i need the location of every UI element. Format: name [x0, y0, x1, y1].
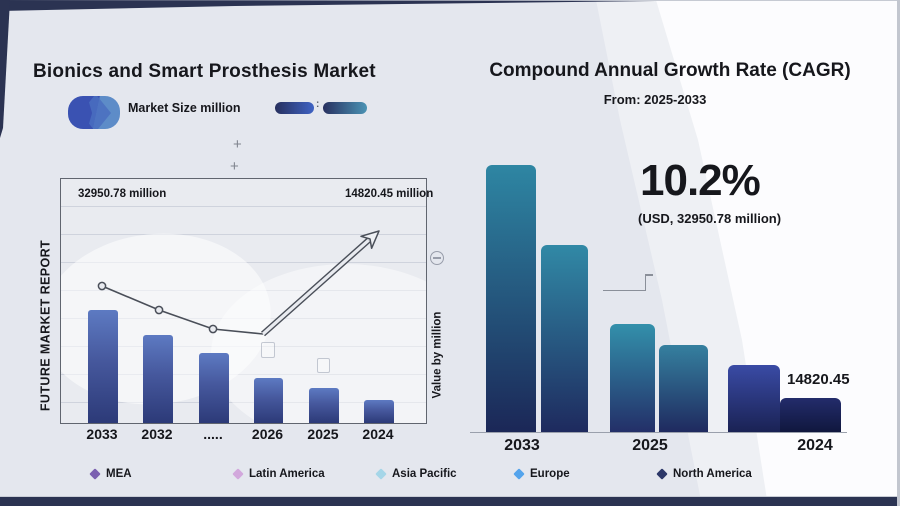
cagr-bar-a-2025 — [610, 324, 655, 432]
ratio-pill-left — [275, 102, 314, 114]
x-axis-label: 2025 — [632, 437, 668, 454]
cylinder-facet — [89, 96, 111, 129]
bar-2024 — [364, 400, 394, 423]
cagr-bar-b-2024 — [780, 398, 841, 432]
legend-item-latin-america: Latin America — [232, 466, 325, 482]
bar-2025 — [309, 388, 339, 423]
x-axis-label: 2025 — [307, 426, 339, 442]
legend-diamond-icon — [513, 468, 525, 480]
cagr-bar-a-2024 — [728, 365, 780, 432]
cagr-bar-b-2033 — [541, 245, 588, 432]
legend-diamond-icon — [89, 468, 101, 480]
ratio-separator: : — [316, 99, 320, 110]
legend-diamond-icon — [656, 468, 668, 480]
cagr-usd-note: (USD, 32950.78 million) — [638, 211, 782, 226]
bar-2032 — [143, 335, 173, 423]
legend-label: Latin America — [249, 468, 325, 480]
market-size-bar-chart — [60, 178, 427, 424]
legend-label: Europe — [530, 468, 570, 480]
cagr-period: From: 2025-2033 — [603, 92, 707, 107]
legend-label: North America — [673, 468, 752, 480]
legend-item-europe: Europe — [513, 466, 570, 482]
x-axis-label: 2033 — [504, 437, 540, 454]
ratio-pill-right — [323, 102, 367, 114]
minus-circle-icon — [430, 251, 444, 265]
trend-line-and-arrow — [97, 230, 380, 337]
cagr-bar-a-2033 — [486, 165, 536, 432]
bar-2026 — [254, 378, 283, 423]
plus-decoration-icon: + — [233, 136, 242, 153]
x-axis-label: 2026 — [251, 426, 284, 442]
x-axis-label: 2033 — [86, 426, 118, 442]
bar-..... — [199, 353, 229, 423]
chart-end-value-label: 14820.45 million — [345, 188, 434, 200]
cagr-percentage: 10.2% — [640, 156, 761, 205]
cylinder-icon — [68, 96, 120, 129]
top-hairline — [0, 0, 900, 1]
cagr-bar-b-2025 — [659, 345, 708, 432]
legend-diamond-icon — [232, 468, 244, 480]
x-axis-line — [470, 432, 847, 433]
legend-diamond-icon — [375, 468, 387, 480]
x-axis-label: 2024 — [797, 437, 833, 454]
cagr-title: Compound Annual Growth Rate (CAGR) — [489, 60, 851, 81]
legend-item-asia-pacific: Asia Pacific — [375, 466, 457, 482]
bar-value-label: 14820.45 — [787, 371, 850, 388]
right-border-line — [897, 0, 900, 506]
x-axis-label: ..... — [203, 426, 223, 442]
x-axis-label: 2032 — [141, 426, 173, 442]
legend-label: MEA — [106, 468, 132, 480]
plus-decoration-icon: + — [230, 158, 239, 175]
x-axis-label: 2024 — [362, 426, 394, 442]
ghost-clipboard-icon — [261, 342, 275, 358]
legend-item-north-america: North America — [656, 466, 752, 482]
watermark-vertical-text: FUTURE MARKET REPORT — [38, 239, 53, 412]
page-title: Bionics and Smart Prosthesis Market — [33, 61, 376, 82]
bottom-border-band — [0, 497, 900, 506]
y-axis-label: Value by million — [431, 311, 444, 399]
cagr-bar-chart: 14820.45 2033 2025 2024 — [455, 150, 895, 454]
step-flourish-line — [603, 274, 653, 291]
bar-2033 — [88, 310, 118, 423]
legend-item-mea: MEA — [89, 466, 132, 482]
bottom-hairline — [0, 496, 900, 497]
ghost-clipboard-icon — [317, 358, 330, 373]
chart-max-value-label: 32950.78 million — [78, 188, 167, 200]
market-size-label: Market Size million — [128, 101, 241, 115]
legend-label: Asia Pacific — [392, 468, 457, 480]
